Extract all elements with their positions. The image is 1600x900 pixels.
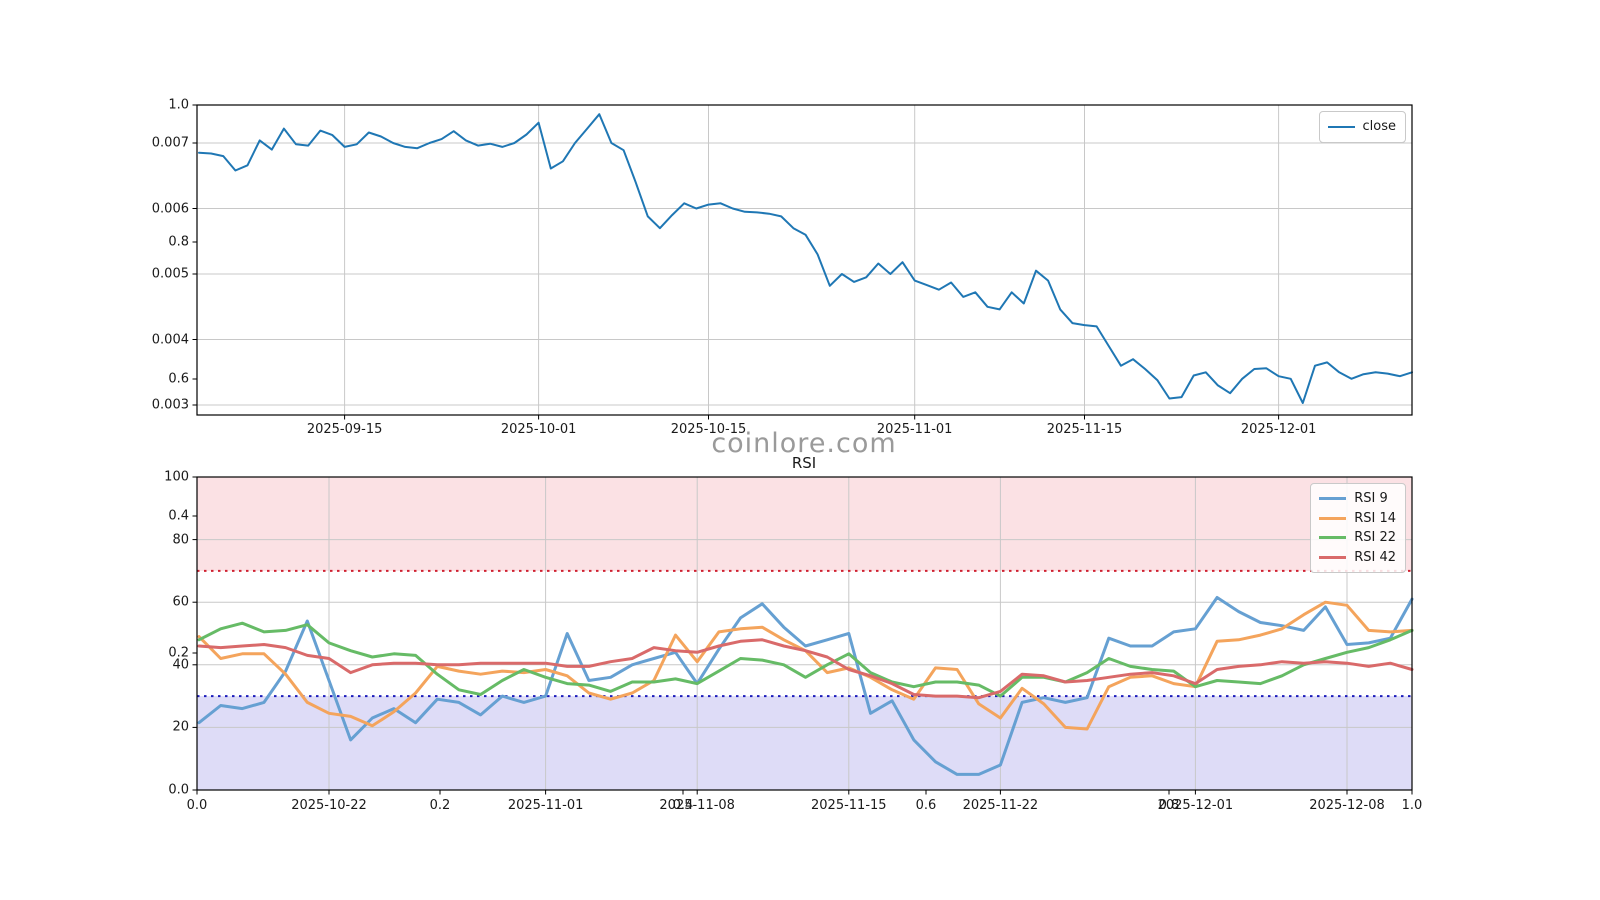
- rsi-y-tick-label: 20: [172, 719, 189, 735]
- oversold-band: [197, 696, 1412, 790]
- legend-label: RSI 42: [1354, 549, 1396, 565]
- legend-entry: RSI 14: [1319, 509, 1396, 529]
- rsi-axes-spines: [192, 476, 1413, 795]
- legend-label: RSI 9: [1354, 491, 1388, 507]
- price-x-tick-label: 2025-12-01: [1240, 422, 1317, 437]
- legend-entry: RSI 22: [1319, 528, 1396, 548]
- legend-line-sample: [1327, 125, 1355, 128]
- overlay-x-tick-label: 1.0: [1401, 798, 1423, 813]
- price-grid: [197, 105, 1412, 415]
- overlay-y-tick-label: 0.4: [168, 508, 189, 524]
- overlay-y-tick-label: 1.0: [168, 97, 189, 113]
- rsi-x-tick-label: 2025-12-08: [1309, 798, 1385, 813]
- rsi-y-tick-label: 100: [164, 469, 189, 485]
- rsi-x-tick-label: 2025-10-22: [291, 798, 367, 813]
- overlay-y-tick-label: 0.6: [168, 371, 189, 387]
- rsi-42-line: [197, 638, 1414, 700]
- overlay-x-tick-label: 0.4: [672, 798, 694, 813]
- price-y-tick-label: 0.003: [151, 397, 189, 413]
- price-y-tick-label: 0.004: [151, 332, 189, 347]
- rsi-x-tick-label: 2025-12-01: [1157, 798, 1234, 813]
- legend-entry: RSI 42: [1319, 548, 1396, 568]
- overlay-y-tick-label: 0.2: [168, 645, 189, 661]
- rsi-bands: [197, 477, 1412, 790]
- rsi-y-tick-label: 80: [172, 532, 189, 548]
- legend-line-sample: [1319, 536, 1347, 540]
- overlay-x-tick-label: 0.0: [186, 798, 208, 813]
- rsi-y-tick-label: 40: [172, 657, 189, 673]
- legend-label: close: [1362, 119, 1396, 135]
- rsi-9-line: [197, 596, 1414, 776]
- rsi-x-tick-label: 2025-11-01: [507, 798, 584, 813]
- price-x-tick-label: 2025-11-01: [876, 422, 953, 437]
- price-y-tick-label: 0.007: [151, 135, 189, 151]
- price-x-tick-label: 2025-10-15: [670, 422, 747, 437]
- price-axes-spines: [192, 104, 1413, 420]
- close-legend: close: [1318, 111, 1406, 143]
- overlay-y-tick-label: 0.0: [168, 782, 189, 798]
- price-x-tick-label: 2025-10-01: [500, 422, 577, 437]
- overlay-x-tick-label: 0.8: [1158, 798, 1180, 813]
- legend-line-sample: [1319, 497, 1347, 501]
- legend-label: RSI 14: [1354, 510, 1396, 526]
- price-y-tick-label: 0.006: [151, 201, 189, 216]
- legend-line-sample: [1319, 555, 1347, 559]
- rsi-x-tick-label: 2025-11-15: [811, 798, 887, 813]
- legend-line-sample: [1319, 516, 1347, 520]
- rsi-x-tick-label: 2025-11-22: [962, 798, 1039, 813]
- overlay-x-tick-label: 0.2: [429, 798, 451, 813]
- price-x-tick-label: 2025-11-15: [1046, 422, 1123, 437]
- price-y-tick-label: 0.005: [151, 266, 189, 282]
- rsi-legend: RSI 9 RSI 14 RSI 22 RSI 42: [1310, 483, 1406, 573]
- overlay-x-tick-label: 0.6: [915, 798, 937, 813]
- overlay-y-tick-label: 0.8: [168, 234, 189, 250]
- watermark: coinlore.com: [711, 428, 897, 459]
- legend-entry: close: [1327, 117, 1396, 137]
- rsi-22-line: [197, 621, 1414, 698]
- overbought-band: [197, 477, 1412, 571]
- price-x-tick-label: 2025-09-15: [306, 422, 383, 437]
- close-line: [198, 113, 1413, 404]
- legend-entry: RSI 9: [1319, 489, 1396, 509]
- rsi-y-tick-label: 60: [172, 594, 189, 610]
- rsi-title: RSI: [791, 454, 817, 472]
- legend-label: RSI 22: [1354, 530, 1396, 546]
- rsi-x-tick-label: 2025-11-08: [659, 798, 735, 813]
